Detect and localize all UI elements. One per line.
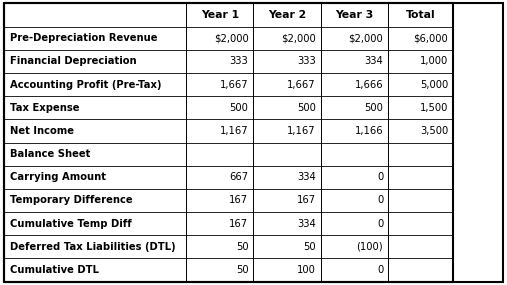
Text: Cumulative DTL: Cumulative DTL	[10, 265, 99, 275]
Text: 167: 167	[229, 196, 248, 205]
Text: 333: 333	[297, 56, 316, 66]
Text: 167: 167	[229, 219, 248, 229]
Text: Carrying Amount: Carrying Amount	[10, 172, 106, 182]
Text: 0: 0	[377, 196, 383, 205]
Text: 167: 167	[297, 196, 316, 205]
Text: 334: 334	[365, 56, 383, 66]
Text: Deferred Tax Liabilities (DTL): Deferred Tax Liabilities (DTL)	[10, 242, 176, 252]
Text: 50: 50	[303, 242, 316, 252]
Text: (100): (100)	[356, 242, 383, 252]
Text: 667: 667	[229, 172, 248, 182]
Text: Pre-Depreciation Revenue: Pre-Depreciation Revenue	[10, 33, 158, 43]
Text: 1,000: 1,000	[420, 56, 448, 66]
Text: 1,167: 1,167	[287, 126, 316, 136]
Text: Year 2: Year 2	[268, 10, 306, 20]
Text: 334: 334	[297, 172, 316, 182]
Text: $6,000: $6,000	[413, 33, 448, 43]
Text: Year 1: Year 1	[201, 10, 239, 20]
Text: Total: Total	[406, 10, 436, 20]
Text: 1,666: 1,666	[354, 80, 383, 89]
Text: 334: 334	[297, 219, 316, 229]
Text: Balance Sheet: Balance Sheet	[10, 149, 90, 159]
Text: 500: 500	[230, 103, 248, 113]
Text: 3,500: 3,500	[420, 126, 448, 136]
Text: Financial Depreciation: Financial Depreciation	[10, 56, 137, 66]
Text: 500: 500	[297, 103, 316, 113]
Text: Net Income: Net Income	[10, 126, 74, 136]
Text: $2,000: $2,000	[281, 33, 316, 43]
Text: 1,667: 1,667	[220, 80, 248, 89]
Text: $2,000: $2,000	[348, 33, 383, 43]
Text: 500: 500	[365, 103, 383, 113]
Text: 5,000: 5,000	[420, 80, 448, 89]
Text: 50: 50	[236, 242, 248, 252]
Text: 0: 0	[377, 172, 383, 182]
Text: 100: 100	[297, 265, 316, 275]
Text: 1,500: 1,500	[420, 103, 448, 113]
Text: 333: 333	[230, 56, 248, 66]
Text: Tax Expense: Tax Expense	[10, 103, 80, 113]
Text: 1,667: 1,667	[287, 80, 316, 89]
Text: 0: 0	[377, 265, 383, 275]
Text: 1,166: 1,166	[354, 126, 383, 136]
Text: 50: 50	[236, 265, 248, 275]
Text: 1,167: 1,167	[220, 126, 248, 136]
Text: 0: 0	[377, 219, 383, 229]
Text: Accounting Profit (Pre-Tax): Accounting Profit (Pre-Tax)	[10, 80, 162, 89]
Text: $2,000: $2,000	[214, 33, 248, 43]
Text: Temporary Difference: Temporary Difference	[10, 196, 133, 205]
Text: Year 3: Year 3	[336, 10, 374, 20]
Text: Cumulative Temp Diff: Cumulative Temp Diff	[10, 219, 132, 229]
